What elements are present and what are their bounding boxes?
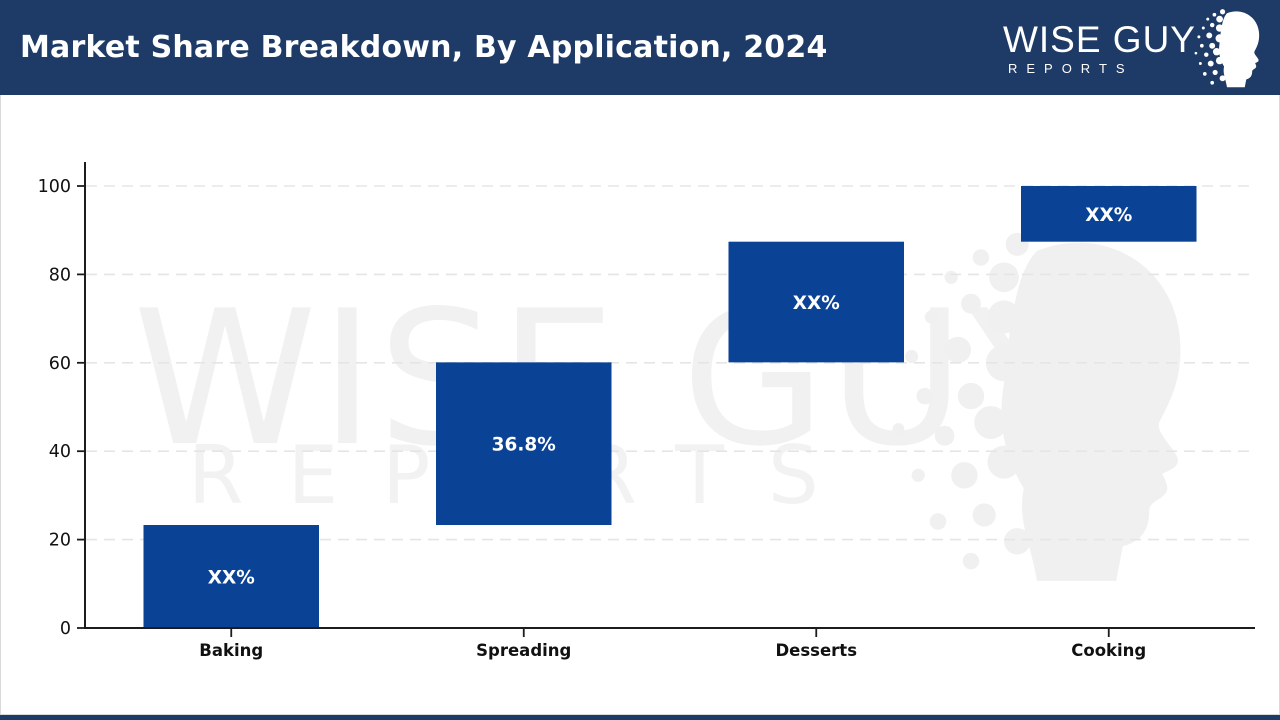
- footer-accent-bar: [0, 715, 1280, 720]
- wise-guy-head-icon: [1194, 8, 1260, 87]
- brand-subname: REPORTS: [1007, 60, 1134, 76]
- header-banner: Market Share Breakdown, By Application, …: [0, 0, 1280, 95]
- chart-title: Market Share Breakdown, By Application, …: [20, 30, 828, 65]
- brand-name: WISE GUY: [1002, 18, 1196, 60]
- brand-logo-text: WISE GUY REPORTS: [1003, 21, 1196, 75]
- watermark-head-icon: [892, 232, 1181, 581]
- watermark-brand-subname: REPORTS: [188, 429, 863, 522]
- brand-logo: WISE GUY REPORTS: [1003, 6, 1264, 90]
